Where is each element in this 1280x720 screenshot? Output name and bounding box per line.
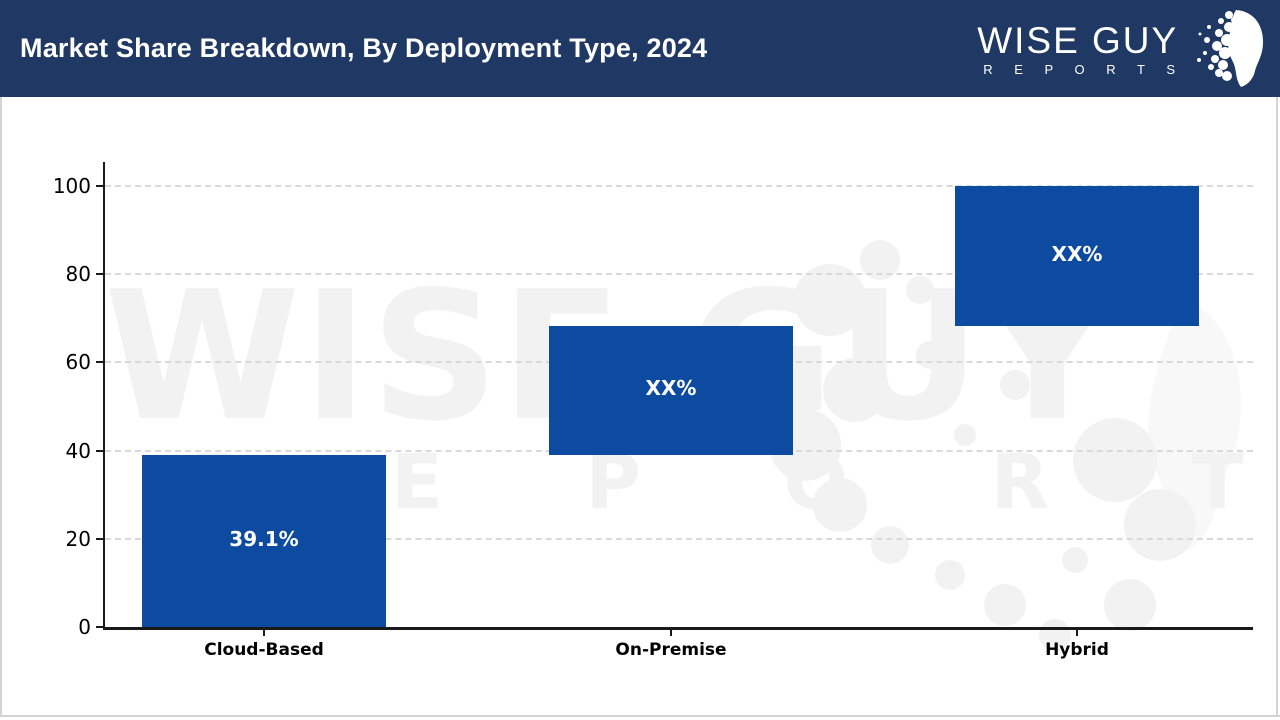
wise-guy-reports-logo: WISE GUY R E P O R T S	[977, 8, 1280, 90]
y-tick-mark-0	[96, 626, 105, 628]
y-axis-spine	[103, 162, 105, 630]
page-border-right	[1276, 97, 1278, 717]
page-border-bottom	[0, 715, 1280, 717]
watermark-face-icon	[770, 234, 1241, 651]
y-tick-mark-20	[96, 537, 105, 540]
y-tick-label-60: 60	[65, 350, 91, 375]
y-tick-mark-60	[96, 361, 105, 364]
x-category-label-cloud-based: Cloud-Based	[204, 640, 324, 660]
chart-bar-on-premise: XX%	[549, 325, 793, 455]
chart-bar-cloud-based: 39.1%	[142, 454, 386, 627]
gridline-20	[105, 537, 1253, 540]
bar-value-label-hybrid: XX%	[1051, 241, 1103, 266]
y-tick-label-20: 20	[65, 526, 91, 551]
gridline-100	[105, 185, 1253, 187]
page-border-left	[0, 97, 2, 717]
y-tick-label-80: 80	[65, 262, 91, 287]
y-tick-label-0: 0	[78, 615, 91, 639]
gridline-80	[105, 273, 1253, 276]
x-category-label-on-premise: On-Premise	[615, 640, 727, 660]
header-bar: Market Share Breakdown, By Deployment Ty…	[0, 0, 1280, 97]
logo-subtitle: R E P O R T S	[983, 61, 1184, 77]
y-tick-label-40: 40	[65, 438, 91, 463]
x-axis-spine	[103, 627, 1253, 630]
page-title: Market Share Breakdown, By Deployment Ty…	[20, 33, 708, 63]
logo-wordmark: WISE GUY	[977, 19, 1179, 61]
bar-value-label-cloud-based: 39.1%	[229, 526, 299, 551]
x-tick-mark-on-premise	[670, 627, 672, 636]
bar-value-label-on-premise: XX%	[645, 376, 697, 401]
logo-face-icon	[1197, 9, 1264, 87]
x-category-label-hybrid: Hybrid	[1045, 640, 1109, 660]
chart-bar-hybrid: XX%	[955, 186, 1199, 326]
y-tick-mark-100	[96, 185, 105, 187]
y-tick-mark-40	[96, 449, 105, 452]
x-tick-mark-hybrid	[1076, 627, 1078, 636]
y-tick-label-100: 100	[52, 174, 91, 198]
y-tick-mark-80	[96, 273, 105, 276]
x-tick-mark-cloud-based	[263, 627, 265, 636]
